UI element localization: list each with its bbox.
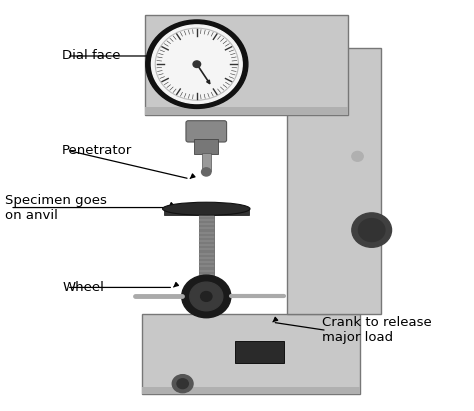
FancyBboxPatch shape (186, 121, 227, 142)
Circle shape (201, 168, 211, 176)
Circle shape (177, 379, 188, 388)
FancyBboxPatch shape (143, 387, 360, 394)
Circle shape (352, 213, 392, 247)
Text: Specimen goes
on anvil: Specimen goes on anvil (5, 194, 107, 222)
FancyBboxPatch shape (287, 48, 381, 314)
FancyBboxPatch shape (145, 15, 348, 115)
FancyBboxPatch shape (145, 107, 348, 115)
Circle shape (152, 25, 242, 104)
Text: Wheel: Wheel (62, 281, 104, 294)
Circle shape (193, 61, 201, 67)
FancyBboxPatch shape (201, 153, 211, 171)
Circle shape (182, 275, 231, 318)
Circle shape (146, 20, 248, 109)
Circle shape (352, 151, 363, 161)
Ellipse shape (163, 202, 250, 215)
FancyBboxPatch shape (199, 214, 214, 289)
Text: Penetrator: Penetrator (62, 144, 132, 157)
FancyBboxPatch shape (235, 341, 284, 363)
Circle shape (358, 219, 385, 242)
FancyBboxPatch shape (194, 139, 218, 154)
FancyBboxPatch shape (143, 314, 360, 394)
Text: Crank to release
major load: Crank to release major load (322, 316, 432, 344)
Circle shape (172, 375, 193, 393)
Circle shape (190, 282, 223, 311)
Circle shape (201, 291, 212, 301)
FancyBboxPatch shape (164, 208, 249, 215)
Text: Dial face: Dial face (62, 49, 121, 62)
